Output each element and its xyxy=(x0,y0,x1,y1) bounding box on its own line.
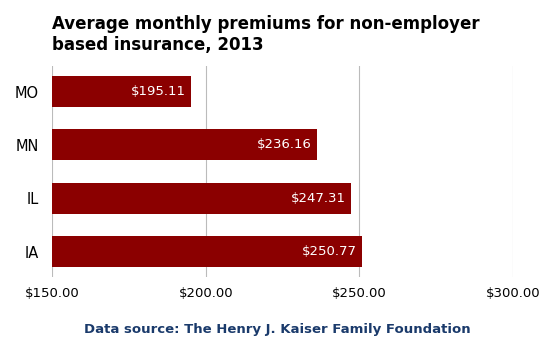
Bar xyxy=(52,76,191,107)
Bar xyxy=(52,183,351,214)
Text: $236.16: $236.16 xyxy=(258,138,312,152)
Text: $195.11: $195.11 xyxy=(131,85,186,98)
Text: $250.77: $250.77 xyxy=(302,245,357,258)
Bar xyxy=(52,236,362,267)
Text: $247.31: $247.31 xyxy=(291,192,346,205)
Text: Average monthly premiums for non-employer
based insurance, 2013: Average monthly premiums for non-employe… xyxy=(52,15,480,54)
Text: Data source: The Henry J. Kaiser Family Foundation: Data source: The Henry J. Kaiser Family … xyxy=(84,323,471,336)
Bar xyxy=(52,129,317,160)
